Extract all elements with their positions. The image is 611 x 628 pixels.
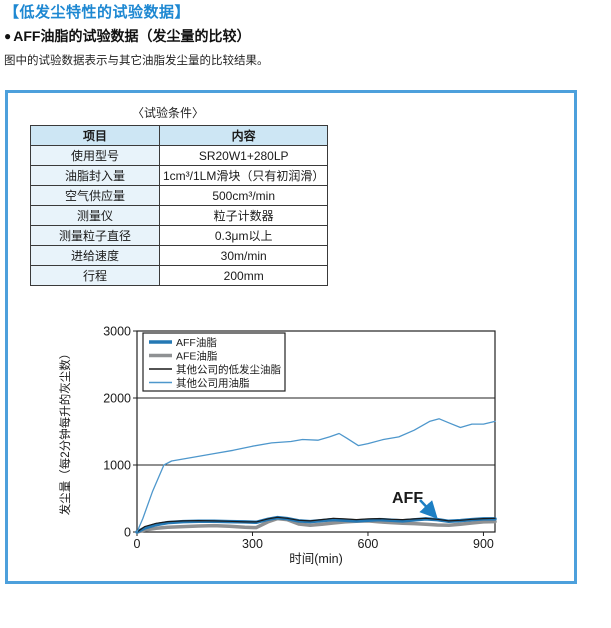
table-row: 空气供应量 500cm³/min	[30, 185, 329, 206]
series-line	[136, 516, 496, 533]
y-tick-label: 2000	[103, 392, 131, 406]
column-header-item: 项目	[30, 125, 160, 146]
series-line	[135, 516, 497, 534]
x-axis-title: 时间(min)	[289, 552, 342, 566]
aff-annotation-arrow	[419, 499, 438, 519]
row-value-cell: 粒子计数器	[158, 205, 329, 226]
table-caption: 〈试验条件〉	[131, 106, 204, 120]
y-axis-title: 发尘量（每2分钟每升的灰尘数）	[58, 348, 72, 515]
table-row: 测量仪 粒子计数器	[30, 205, 329, 226]
plot-border	[136, 330, 496, 533]
dust-comparison-chart: 0 1000 2000 3000 0 300 600 900 时间(min) 发尘量（每2分钟每升…	[55, 315, 525, 583]
page-title: 【低发尘特性的试验数据】	[4, 4, 191, 21]
x-tick-label: 300	[242, 537, 263, 551]
y-tick-label: 0	[124, 526, 131, 540]
table-row: 测量粒子直径 0.3μm以上	[30, 225, 329, 246]
legend-label: AFE油脂	[176, 349, 218, 362]
row-item-cell: 测量仪	[30, 205, 160, 226]
description-text: 图中的试验数据表示与其它油脂发尘量的比较结果。	[4, 55, 269, 67]
table-row: 使用型号 SR20W1+280LP	[30, 145, 329, 166]
row-value-cell: SR20W1+280LP	[158, 145, 329, 166]
legend-label: AFF油脂	[176, 336, 217, 349]
row-item-cell: 油脂封入量	[30, 165, 160, 186]
y-tick-label: 1000	[103, 459, 131, 473]
x-tick-label: 0	[134, 537, 141, 551]
row-item-cell: 使用型号	[30, 145, 160, 166]
section-heading-label: AFF油脂的试验数据（发尘量的比较）	[13, 28, 251, 44]
column-header-content: 内容	[158, 125, 329, 146]
row-item-cell: 进给速度	[30, 245, 160, 266]
dust-chart-svg: 0 1000 2000 3000 0 300 600 900 时间(min) 发尘量（每2分钟每升…	[58, 325, 497, 566]
y-tick-label: 3000	[103, 325, 131, 339]
legend-label: 其他公司的低发尘油脂	[176, 363, 281, 376]
row-value-cell: 0.3μm以上	[158, 225, 329, 246]
table-row: 进给速度 30m/min	[30, 245, 329, 266]
table-row: 油脂封入量 1cm³/1LM滑块（只有初润滑）	[30, 165, 329, 186]
row-item-cell: 行程	[30, 265, 160, 286]
row-value-cell: 30m/min	[158, 245, 329, 266]
row-value-cell: 1cm³/1LM滑块（只有初润滑）	[158, 165, 329, 186]
series-line	[136, 418, 496, 533]
row-item-cell: 空气供应量	[30, 185, 160, 206]
table-header-row: 项目 内容	[30, 125, 329, 146]
table-row: 行程 200mm	[30, 265, 329, 286]
legend-label: 其他公司用油脂	[176, 376, 250, 389]
x-tick-label: 600	[358, 537, 379, 551]
row-value-cell: 500cm³/min	[158, 185, 329, 206]
test-conditions-table: 项目 内容 使用型号 SR20W1+280LP 油脂封入量 1cm³/1LM滑块（只有…	[30, 125, 329, 286]
bullet-icon: ●	[4, 29, 12, 43]
section-heading: ● AFF油脂的试验数据（发尘量的比较）	[4, 26, 250, 46]
x-tick-label: 900	[473, 537, 494, 551]
aff-annotation-label: AFF	[392, 490, 423, 507]
content-panel: 〈试验条件〉 项目 内容 使用型号 SR20W1+280LP 油脂封入量 1cm³/1…	[5, 90, 577, 584]
row-value-cell: 200mm	[158, 265, 329, 286]
row-item-cell: 测量粒子直径	[30, 225, 160, 246]
